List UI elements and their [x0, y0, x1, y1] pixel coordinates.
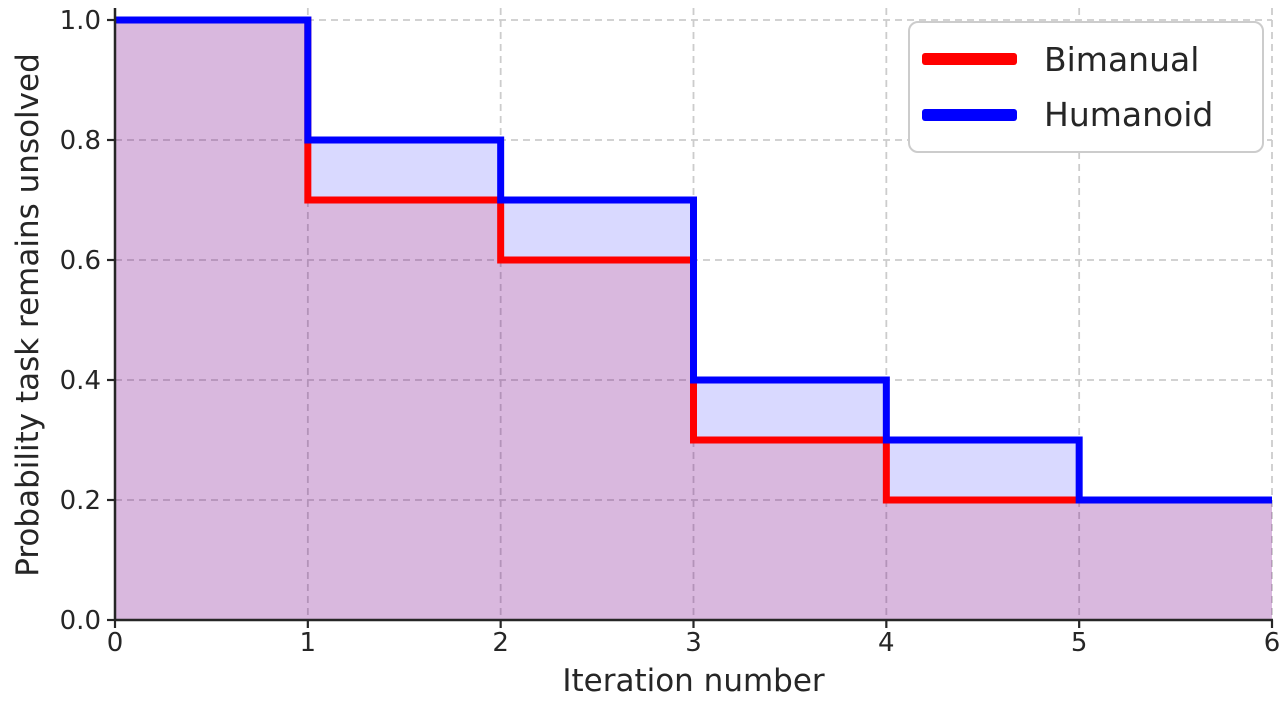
y-tick-label: 1.0	[60, 6, 101, 36]
x-tick-label: 4	[878, 628, 895, 658]
legend-label-bimanual: Bimanual	[1044, 39, 1200, 79]
y-tick-label: 0.8	[60, 126, 101, 156]
y-axis-label: Probability task remains unsolved	[10, 53, 46, 577]
x-axis-label: Iteration number	[562, 663, 825, 699]
step-line-humanoid	[115, 16, 1272, 504]
legend: Bimanual Humanoid	[908, 21, 1264, 153]
legend-entry-humanoid: Humanoid	[922, 95, 1262, 134]
y-tick-label: 0.0	[60, 606, 101, 636]
legend-label-humanoid: Humanoid	[1044, 95, 1214, 135]
x-tick-label: 1	[300, 628, 317, 658]
legend-entry-bimanual: Bimanual	[922, 40, 1262, 79]
x-tick-label: 6	[1264, 628, 1281, 658]
y-tick-label: 0.6	[60, 246, 101, 276]
x-tick-label: 5	[1071, 628, 1088, 658]
x-tick-label: 0	[107, 628, 124, 658]
bimanual-line-swatch	[922, 53, 1017, 66]
y-tick-label: 0.4	[60, 366, 101, 396]
y-tick-label: 0.2	[60, 486, 101, 516]
x-tick-label: 3	[685, 628, 702, 658]
humanoid-line-swatch	[922, 108, 1017, 121]
x-tick-label: 2	[492, 628, 509, 658]
